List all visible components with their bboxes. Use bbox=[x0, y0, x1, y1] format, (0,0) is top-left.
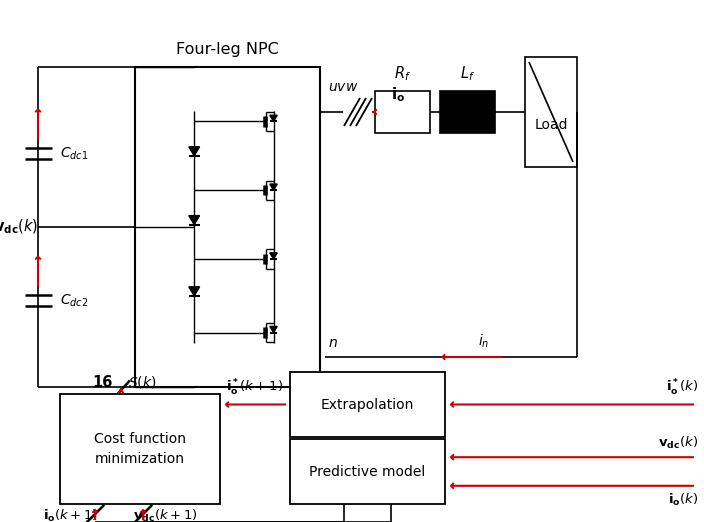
Text: $C_{dc1}$: $C_{dc1}$ bbox=[60, 145, 88, 162]
Text: $i_n$: $i_n$ bbox=[478, 333, 489, 350]
Text: $S(k)$: $S(k)$ bbox=[128, 374, 156, 390]
Polygon shape bbox=[189, 147, 200, 156]
Polygon shape bbox=[189, 216, 200, 224]
Text: Predictive model: Predictive model bbox=[309, 465, 426, 479]
Text: $L_f$: $L_f$ bbox=[460, 64, 475, 83]
Text: $\mathbf{v_{dc}}(k)$: $\mathbf{v_{dc}}(k)$ bbox=[658, 435, 698, 451]
Bar bbox=[440, 91, 495, 133]
Text: Cost function
minimization: Cost function minimization bbox=[94, 432, 186, 466]
Text: $\mathbf{v_{dc}}(k)$: $\mathbf{v_{dc}}(k)$ bbox=[0, 218, 39, 236]
Text: Load: Load bbox=[534, 118, 567, 132]
Bar bbox=[525, 57, 577, 167]
Bar bbox=[290, 439, 445, 504]
Polygon shape bbox=[270, 115, 277, 122]
Text: $R_f$: $R_f$ bbox=[394, 64, 411, 83]
Polygon shape bbox=[189, 287, 200, 296]
Text: $\mathbf{i_o}(k)$: $\mathbf{i_o}(k)$ bbox=[668, 492, 698, 508]
Text: $\mathbf{i_o}$: $\mathbf{i_o}$ bbox=[391, 85, 405, 104]
Polygon shape bbox=[270, 326, 277, 333]
Bar bbox=[375, 91, 430, 133]
Text: $uvw$: $uvw$ bbox=[328, 80, 358, 94]
Text: $\mathbf{i_o^*}(k)$: $\mathbf{i_o^*}(k)$ bbox=[666, 378, 698, 398]
Polygon shape bbox=[270, 253, 277, 259]
Text: $\mathbf{v_{dc}}(k+1)$: $\mathbf{v_{dc}}(k+1)$ bbox=[133, 508, 198, 522]
Text: $\mathbf{i_o^*}(k+1)$: $\mathbf{i_o^*}(k+1)$ bbox=[227, 378, 284, 398]
Text: $\mathbf{i_o}(k+1)$: $\mathbf{i_o}(k+1)$ bbox=[43, 508, 98, 522]
Polygon shape bbox=[270, 184, 277, 190]
Bar bbox=[290, 372, 445, 437]
Text: Four-leg NPC: Four-leg NPC bbox=[176, 42, 279, 57]
Bar bbox=[135, 67, 320, 387]
Text: $n$: $n$ bbox=[328, 336, 338, 350]
Text: $C_{dc2}$: $C_{dc2}$ bbox=[60, 292, 88, 309]
Text: 16: 16 bbox=[92, 375, 113, 390]
Text: Extrapolation: Extrapolation bbox=[321, 397, 414, 411]
Bar bbox=[60, 394, 220, 504]
